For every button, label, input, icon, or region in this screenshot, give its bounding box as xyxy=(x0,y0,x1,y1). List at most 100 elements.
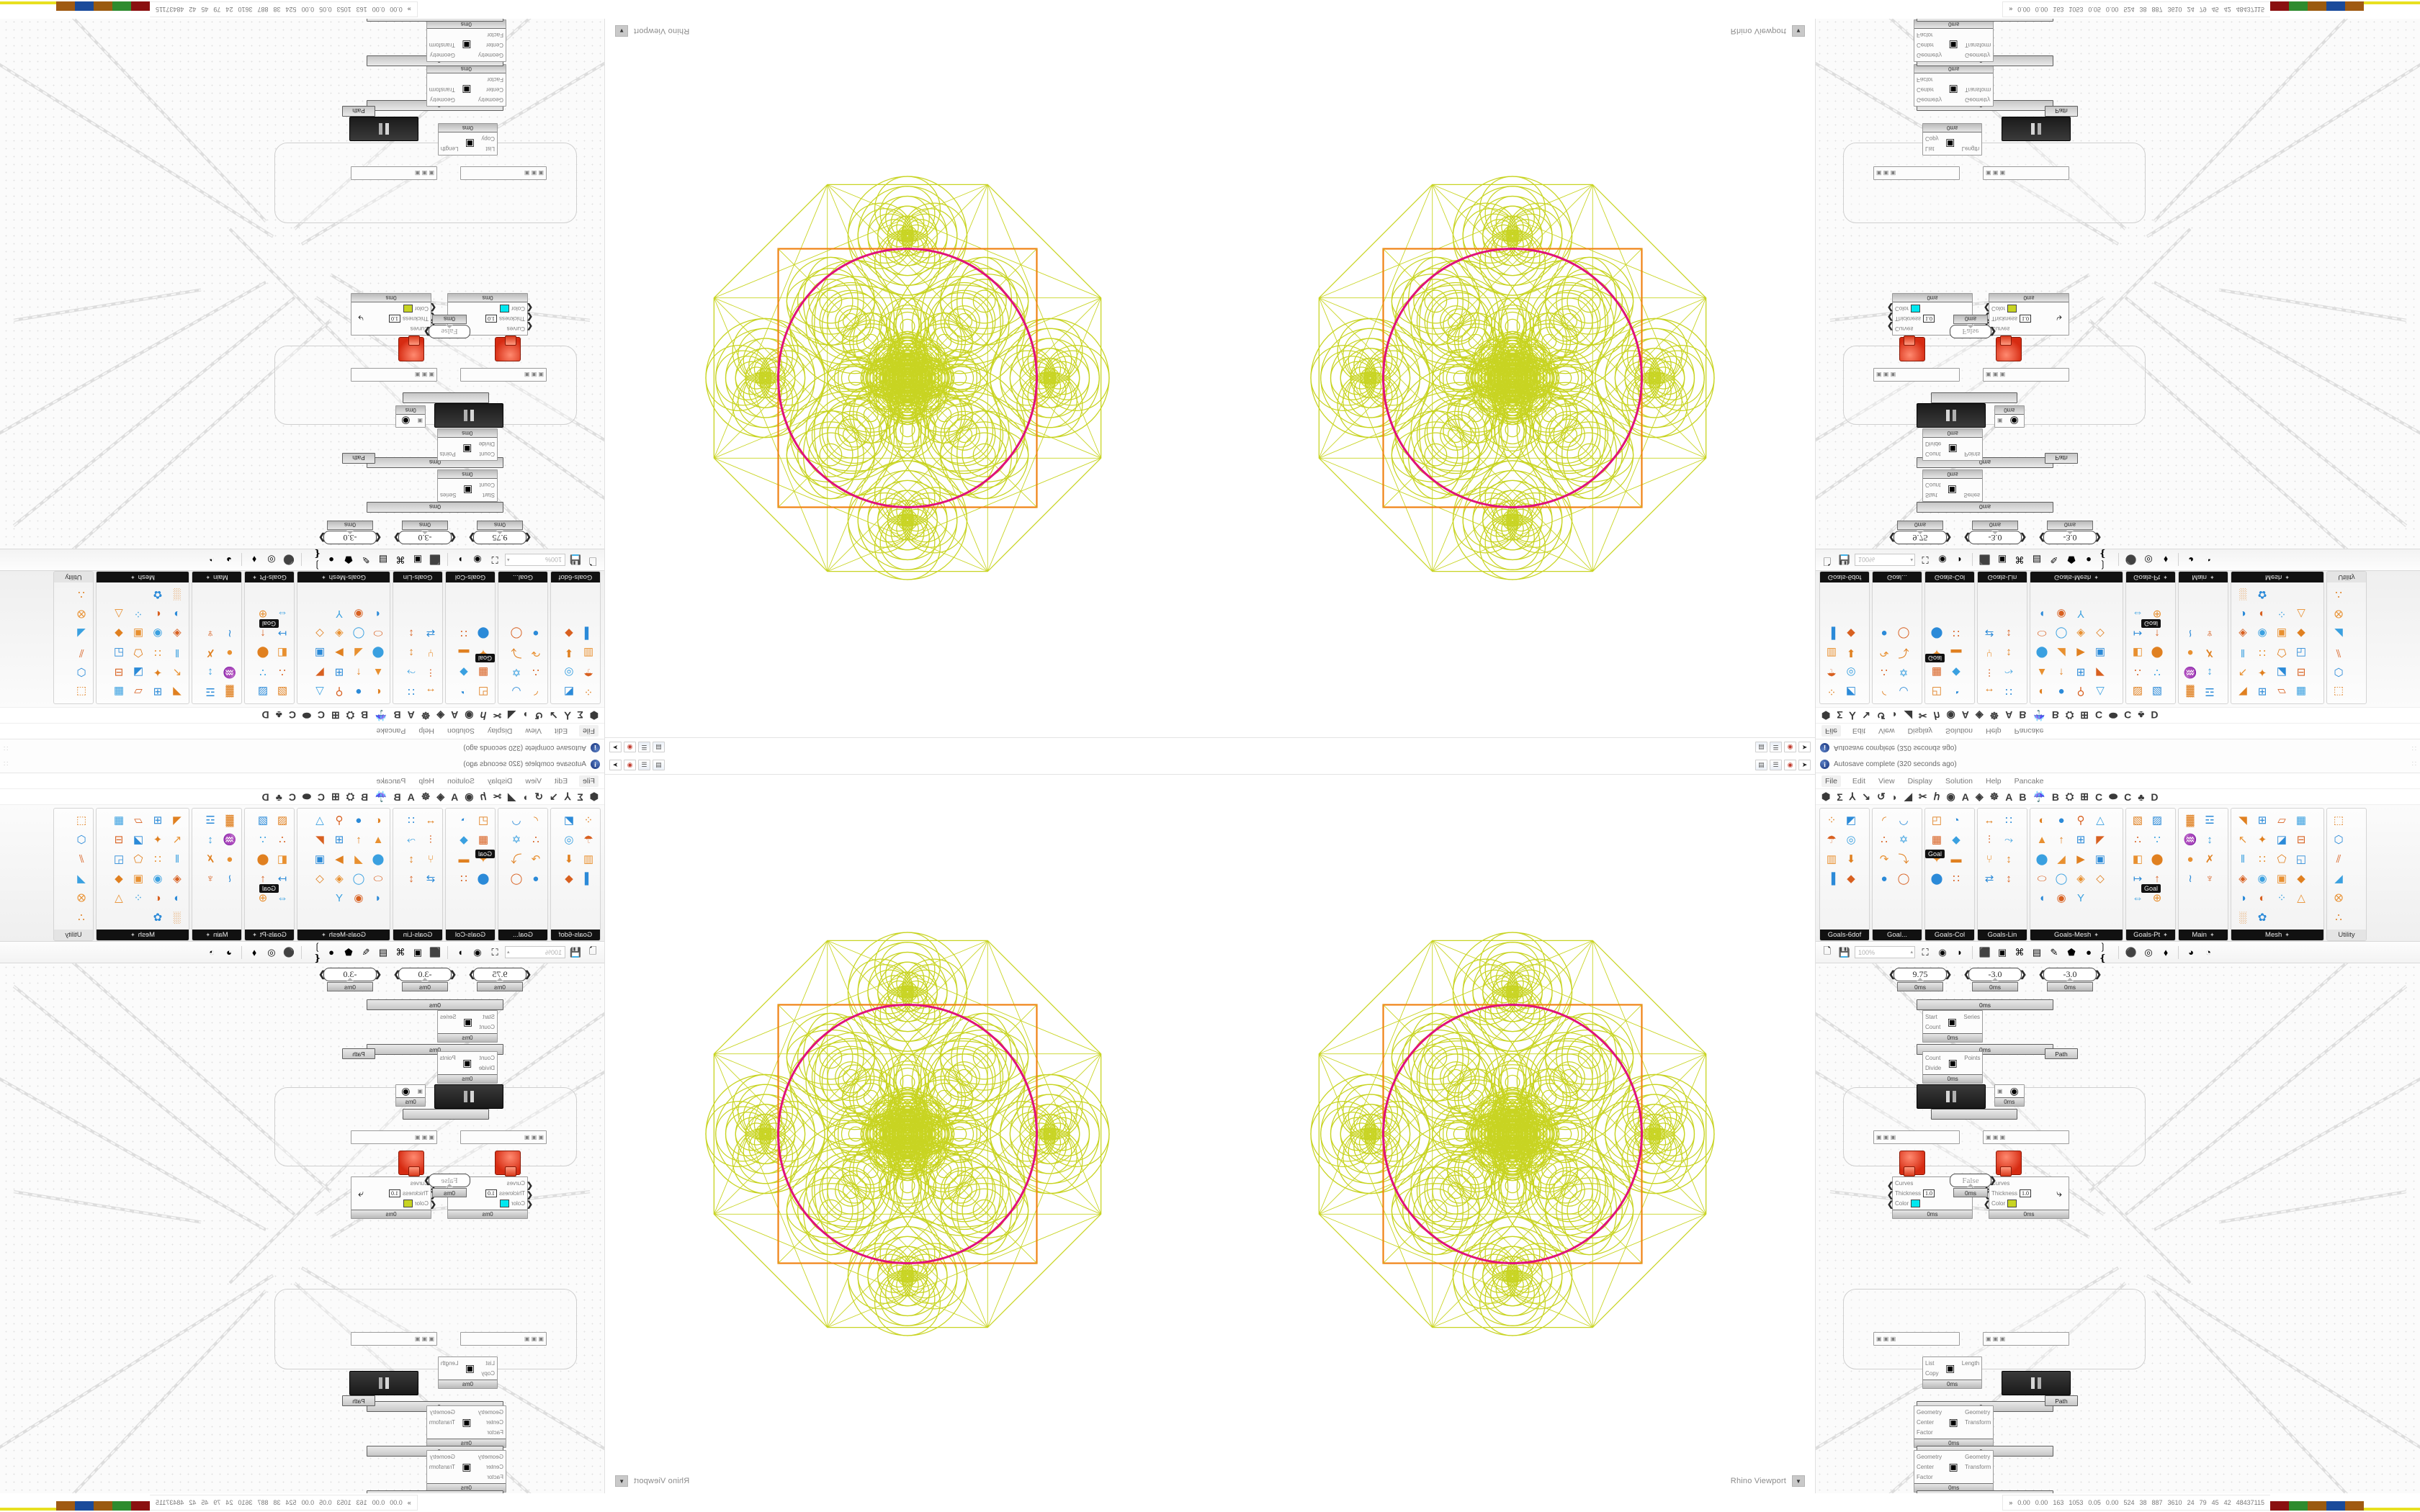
panel-small-2[interactable]: Path xyxy=(2045,1395,2078,1406)
menu-item-help[interactable]: Help xyxy=(418,726,435,736)
param-geometry[interactable]: Geometry xyxy=(478,1409,503,1416)
component-tree-low-0[interactable]: ▣ ▣ ▣ xyxy=(1873,166,1960,180)
snapshot-icon[interactable]: ▣ xyxy=(1997,554,2007,566)
panel-wide[interactable] xyxy=(1931,392,2017,403)
param-curves[interactable]: Curves xyxy=(410,1180,429,1187)
ribbon-component-icon-1-6[interactable]: ● xyxy=(1881,627,1888,640)
ribbon-component-icon-5-0[interactable]: ▧ xyxy=(2132,814,2143,827)
shortcut-icon-19[interactable]: C xyxy=(2094,709,2103,721)
ribbon-component-icon-6-0[interactable]: ▓ xyxy=(2186,685,2195,698)
param-geometry-out[interactable]: Geometry xyxy=(429,1454,455,1460)
ribbon-component-icon-7-10[interactable]: ⬠ xyxy=(2277,647,2287,660)
ribbon-tab-mesh[interactable]: Mesh ✦ xyxy=(2231,930,2323,940)
ribbon-component-icon-4-10[interactable]: ▶ xyxy=(335,852,344,865)
ribbon-component-icon-7-15[interactable]: ◆ xyxy=(2297,627,2305,640)
color-swatch[interactable] xyxy=(1911,305,1921,312)
ribbon-component-icon-8-1[interactable]: ⬡ xyxy=(76,666,86,679)
param-tree[interactable]: ▣ ▣ ▣ xyxy=(414,170,434,176)
number-slider-top-1[interactable]: ❮ ❯ -3.0 0ms xyxy=(1963,521,2027,544)
ribbon-component-icon-3-1[interactable]: ∷ xyxy=(408,685,415,698)
notes-icon[interactable]: ☰ xyxy=(638,742,650,752)
ribbon-component-icon-6-6[interactable]: ≀ xyxy=(2188,627,2192,640)
param-curves[interactable]: Curves xyxy=(506,325,525,332)
ribbon-component-icon-4-10[interactable]: ▶ xyxy=(2076,647,2085,660)
ribbon-tab-goals-col[interactable]: Goals-Col xyxy=(446,930,495,940)
ribbon-tab-pin-icon[interactable]: ✦ xyxy=(2209,932,2215,938)
layout-icon[interactable]: ▤ xyxy=(653,760,665,770)
ribbon-component-icon-7-3[interactable]: ▦ xyxy=(2295,685,2307,698)
ribbon-component-icon-5-1[interactable]: ▨ xyxy=(257,685,269,698)
shortcut-icon-15[interactable]: ☔ xyxy=(2033,791,2045,802)
mesh-node-small-1[interactable] xyxy=(408,336,420,346)
param-count2[interactable]: Count xyxy=(479,451,495,457)
panel-node[interactable]: 0ms xyxy=(367,502,503,513)
param-factor[interactable]: Factor xyxy=(1917,76,1933,83)
ribbon-component-icon-8-5[interactable]: ∴ xyxy=(2335,911,2342,924)
ribbon-component-icon-0-6[interactable]: ▐ xyxy=(584,627,593,640)
component-anchor[interactable]: ▣ ◉ 0ms xyxy=(1994,1084,2025,1107)
canvas-group-1[interactable] xyxy=(274,1289,577,1369)
ribbon-component-icon-3-1[interactable]: ∷ xyxy=(2005,685,2012,698)
param-count2[interactable]: Count xyxy=(1925,451,1941,457)
custom-preview-1[interactable]: Curves Thickness 1.0 Color ⤷ 0ms ❮ ❮ ❮ xyxy=(351,1176,436,1219)
ribbon-component-icon-4-18[interactable]: Y xyxy=(336,891,344,904)
preview-eye-icon[interactable]: ◉ xyxy=(473,946,482,958)
ribbon-component-icon-5-3[interactable]: ∵ xyxy=(2154,833,2161,846)
ribbon-component-icon-6-2[interactable]: ♒ xyxy=(223,833,237,846)
param-factor[interactable]: Factor xyxy=(1917,32,1933,38)
slider-left-grip-icon[interactable]: ❮ xyxy=(374,969,382,979)
ribbon-component-icon-4-10[interactable]: ▶ xyxy=(335,647,344,660)
slider-left-grip-icon[interactable]: ❮ xyxy=(1963,969,1971,979)
component-tree-0[interactable]: ▣ ▣ ▣ xyxy=(460,368,547,382)
menu-item-help[interactable]: Help xyxy=(1985,726,2002,736)
boolean-toggle[interactable]: ❯ False 0ms xyxy=(424,1174,470,1197)
ribbon-component-icon-7-14[interactable]: ▣ xyxy=(2276,872,2287,885)
component-length[interactable]: List Copy ▣ Length 0ms xyxy=(437,1356,498,1389)
ribbon-component-icon-7-0[interactable]: ◥ xyxy=(2238,685,2247,698)
slider-right-grip-icon[interactable]: ❯ xyxy=(2019,969,2027,979)
param-color[interactable]: Color xyxy=(469,1199,525,1208)
gem-icon[interactable]: ⬧ xyxy=(2164,554,2168,566)
ribbon-component-icon-5-4[interactable]: ◧ xyxy=(277,647,288,660)
param-thickness[interactable]: Thickness 1.0 xyxy=(469,314,525,323)
preview-eye-icon[interactable]: ◉ xyxy=(473,554,482,566)
ribbon-component-icon-7-8[interactable]: ‖ xyxy=(2240,852,2246,865)
component-tree-1[interactable]: ▣ ▣ ▣ xyxy=(1983,368,2069,382)
ribbon-component-icon-7-16[interactable]: ◑ xyxy=(2239,608,2246,621)
ribbon-component-icon-4-17[interactable]: ◉ xyxy=(354,891,364,904)
ribbon-tab-pin-icon[interactable]: ✦ xyxy=(321,574,326,580)
ribbon-component-icon-1-1[interactable]: ◡ xyxy=(511,685,521,698)
shortcut-icon-18[interactable]: ⊞ xyxy=(331,791,340,802)
param-transform-out[interactable]: Transform xyxy=(429,42,455,48)
slider-left-grip-icon[interactable]: ❮ xyxy=(2038,533,2046,543)
ribbon-component-icon-4-11[interactable]: ▣ xyxy=(314,852,326,865)
ribbon-component-icon-8-3[interactable]: ◢ xyxy=(2334,627,2343,640)
ribbon-component-icon-7-17[interactable]: ◐ xyxy=(2259,891,2266,904)
ribbon-component-icon-1-3[interactable]: ✡ xyxy=(511,666,521,679)
ribbon-component-icon-0-4[interactable]: ▥ xyxy=(583,852,594,865)
floating-group-tag-1[interactable]: Goal xyxy=(259,619,279,628)
custom-preview-0[interactable]: Curves Thickness 1.0 Color ⤷ 0ms ❮ ❮ ❮ xyxy=(1887,1176,1973,1219)
new-file-icon[interactable]: 🗋 xyxy=(1823,556,1832,567)
param-tree[interactable]: ▣ ▣ ▣ xyxy=(414,1134,434,1140)
shortcut-icon-10[interactable]: A xyxy=(1961,709,1969,721)
shortcut-icon-3[interactable]: ↘ xyxy=(1862,791,1870,802)
shortcut-icon-13[interactable]: A xyxy=(2005,709,2013,721)
ribbon-component-icon-2-1[interactable]: ◔ xyxy=(1953,814,1960,827)
ribbon-component-icon-2-5[interactable]: ▬ xyxy=(458,852,470,865)
slider-left-grip-icon[interactable]: ❮ xyxy=(1888,533,1896,543)
ribbon-component-icon-1-3[interactable]: ✡ xyxy=(1899,833,1909,846)
shortcut-icon-18[interactable]: ⊞ xyxy=(2080,791,2089,802)
ribbon-component-icon-7-21[interactable]: ✿ xyxy=(153,588,163,601)
param-curves[interactable]: Curves xyxy=(410,325,429,332)
toggle-plug-icon[interactable]: ❯ xyxy=(424,1175,431,1185)
menu-item-help[interactable]: Help xyxy=(418,776,435,786)
ribbon-component-icon-5-1[interactable]: ▨ xyxy=(2151,685,2163,698)
ribbon-component-icon-0-0[interactable]: ⁘ xyxy=(583,814,593,827)
param-geometry[interactable]: Geometry xyxy=(478,52,503,58)
floating-group-tag-0[interactable]: Goal xyxy=(475,654,495,662)
ribbon-component-icon-4-5[interactable]: ↑ xyxy=(2058,666,2064,679)
ribbon-tab-main[interactable]: Main ✦ xyxy=(2179,930,2228,940)
param-center[interactable]: Center xyxy=(485,1419,503,1426)
ribbon-component-icon-7-12[interactable]: ◈ xyxy=(173,872,182,885)
